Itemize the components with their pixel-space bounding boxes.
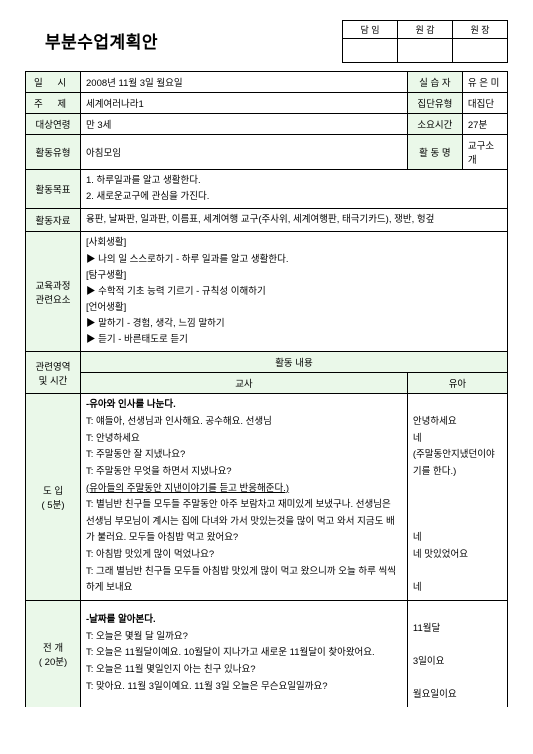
goal-line2: 2. 새로운교구에 관심을 가진다. — [86, 189, 502, 205]
curriculum-content: [사회생활] ▶ 나의 일 스스로하기 - 하루 일과를 알고 생활한다. [탐… — [81, 232, 508, 352]
topic-label: 주 제 — [26, 93, 81, 114]
curr-s2a: ▶ 수학적 기초 능력 기르기 - 규칙성 이해하기 — [86, 284, 502, 300]
intro-t2: T: 안녕하세요 — [86, 431, 402, 448]
age-value: 만 3세 — [81, 114, 408, 135]
curr-s1: [사회생활] — [86, 235, 502, 251]
trainee-label: 실 습 자 — [407, 72, 462, 93]
develop-lead: -날짜를 알아본다. — [86, 612, 402, 629]
approval-sign1 — [343, 39, 398, 63]
intro-lead: -유아와 인사를 나눈다. — [86, 397, 402, 414]
content-header: 활동 내용 — [81, 352, 508, 373]
goal-label: 활동목표 — [26, 170, 81, 209]
group-label: 집단유형 — [407, 93, 462, 114]
goal-content: 1. 하루일과를 알고 생활한다. 2. 새로운교구에 관심을 가진다. — [81, 170, 508, 209]
curr-s2: [탐구생활] — [86, 268, 502, 284]
approval-sign3 — [453, 39, 508, 63]
curr-s1a: ▶ 나의 일 스스로하기 - 하루 일과를 알고 생활한다. — [86, 252, 502, 268]
date-value: 2008년 11월 3일 월요일 — [81, 72, 408, 93]
time-value: 27분 — [462, 114, 507, 135]
curr-s3a: ▶ 말하기 - 경험, 생각, 느낌 말하기 — [86, 316, 502, 332]
area-label: 관련영역 및 시간 — [26, 352, 81, 394]
intro-c5: 네 맛있었어요 — [413, 547, 502, 564]
develop-t4: T: 맞아요. 11월 3일이예요. 11월 3일 오늘은 무슨요일일까요? — [86, 679, 402, 696]
develop-teacher: -날짜를 알아본다. T: 오늘은 몇월 달 일까요? T: 오늘은 11월달이… — [81, 600, 408, 706]
develop-c3: 월요일이요 — [413, 687, 502, 704]
intro-t3: T: 주말동안 잘 지냈나요? — [86, 447, 402, 464]
teacher-header: 교사 — [81, 373, 408, 394]
materials-content: 융판, 날짜판, 일과판, 이름표, 세계여행 교구(주사위, 세계여행판, 태… — [81, 209, 508, 232]
intro-u1: (유아들의 주말동안 지낸이야기를 듣고 반응해준다.) — [86, 481, 402, 498]
intro-t1: T: 얘들아, 선생님과 인사해요. 공수해요. 선생님 — [86, 414, 402, 431]
intro-teacher: -유아와 인사를 나눈다. T: 얘들아, 선생님과 인사해요. 공수해요. 선… — [81, 394, 408, 601]
curriculum-label: 교육과정 관련요소 — [26, 232, 81, 352]
intro-label: 도 입 ( 5분) — [26, 394, 81, 601]
intro-t6: T: 아침밥 맛있게 많이 먹었나요? — [86, 547, 402, 564]
date-label: 일 시 — [26, 72, 81, 93]
approval-col3: 원 장 — [453, 21, 508, 39]
page-title: 부분수업계획안 — [25, 20, 166, 53]
develop-t2: T: 오늘은 11월달이예요. 10월달이 지나가고 새로운 11월달이 찾아왔… — [86, 645, 402, 662]
approval-col1: 담 임 — [343, 21, 398, 39]
intro-c3: (주말동안지냈던이야기를 한다.) — [413, 447, 502, 480]
activity-name-value: 교구소개 — [462, 135, 507, 170]
develop-t1: T: 오늘은 몇월 달 일까요? — [86, 629, 402, 646]
lesson-plan-table: 일 시 2008년 11월 3일 월요일 실 습 자 유 은 미 주 제 세계여… — [25, 71, 508, 707]
child-header: 유아 — [407, 373, 507, 394]
materials-label: 활동자료 — [26, 209, 81, 232]
intro-c4: 네 — [413, 530, 502, 547]
trainee-value: 유 은 미 — [462, 72, 507, 93]
intro-t7: T: 그래 별님반 친구들 모두들 아침밥 맛있게 많이 먹고 왔으니까 오늘 … — [86, 564, 402, 597]
time-label: 소요시간 — [407, 114, 462, 135]
approval-col2: 원 감 — [398, 21, 453, 39]
develop-child: 11월달 3일이요 월요일이요 — [407, 600, 507, 706]
topic-value: 세계여러나라1 — [81, 93, 408, 114]
intro-c6: 네 — [413, 580, 502, 597]
develop-t3: T: 오늘은 11월 몇일인지 아는 친구 있나요? — [86, 662, 402, 679]
curr-s3: [언어생활] — [86, 300, 502, 316]
age-label: 대상연령 — [26, 114, 81, 135]
develop-label: 전 개 ( 20분) — [26, 600, 81, 706]
intro-t4: T: 주말동안 무엇을 하면서 지냈나요? — [86, 464, 402, 481]
approval-sign2 — [398, 39, 453, 63]
develop-c1: 11월달 — [413, 621, 502, 638]
activity-type-value: 아침모임 — [81, 135, 408, 170]
activity-name-label: 활 동 명 — [407, 135, 462, 170]
activity-type-label: 활동유형 — [26, 135, 81, 170]
group-value: 대집단 — [462, 93, 507, 114]
approval-box: 담 임 원 감 원 장 — [342, 20, 508, 63]
intro-c1: 안녕하세요 — [413, 414, 502, 431]
goal-line1: 1. 하루일과를 알고 생활한다. — [86, 173, 502, 189]
intro-c2: 네 — [413, 431, 502, 448]
curr-s3b: ▶ 듣기 - 바른태도로 듣기 — [86, 332, 502, 348]
develop-c2: 3일이요 — [413, 654, 502, 671]
intro-child: 안녕하세요 네 (주말동안지냈던이야기를 한다.) 네 네 맛있었어요 네 — [407, 394, 507, 601]
intro-t5: T: 별님반 친구들 모두들 주말동안 아주 보람차고 재미있게 보냈구나. 선… — [86, 497, 402, 547]
